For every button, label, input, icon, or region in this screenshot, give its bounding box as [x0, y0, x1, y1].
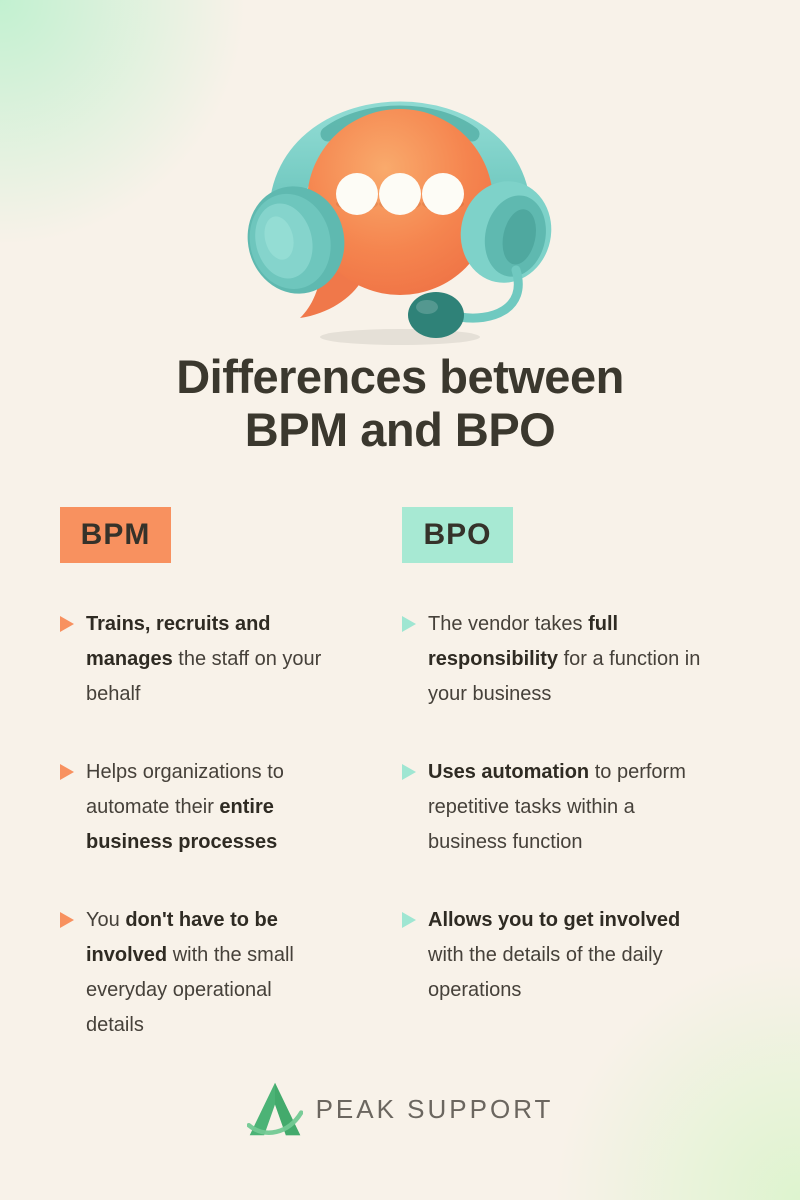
bullet-text: Allows you to get involved with the deta… — [428, 909, 681, 1001]
bpm-column: BPM Trains, recruits and manages the sta… — [60, 507, 325, 1043]
bullet-text: Trains, recruits and manages the staff o… — [86, 613, 322, 705]
peak-support-logo-icon — [246, 1082, 303, 1136]
logo-wordmark: PEAK SUPPORT — [315, 1093, 554, 1124]
left-ear-cup — [247, 186, 345, 294]
bullet-item: Trains, recruits and manages the staff o… — [60, 607, 325, 712]
bullet-item: Allows you to get involved with the deta… — [402, 903, 714, 1008]
footer-logo: PEAK SUPPORT — [0, 1074, 800, 1144]
title-line-1: Differences between — [176, 350, 624, 403]
ground-shadow — [320, 329, 480, 345]
triangle-bullet-icon — [402, 912, 416, 928]
bullet-item: Uses automation to perform repetitive ta… — [402, 755, 714, 860]
bullet-text: You don't have to be involved with the s… — [86, 909, 294, 1036]
triangle-bullet-icon — [60, 764, 74, 780]
bullet-item: Helps organizations to automate their en… — [60, 755, 325, 860]
bullet-item: You don't have to be involved with the s… — [60, 903, 325, 1043]
page-title: Differences between BPM and BPO — [0, 350, 800, 456]
bpo-bullet-list: The vendor takes full responsibility for… — [402, 607, 714, 1008]
microphone-icon — [408, 292, 464, 338]
bpm-badge: BPM — [60, 507, 171, 563]
bullet-text: The vendor takes full responsibility for… — [428, 613, 701, 705]
bullet-text: Helps organizations to automate their en… — [86, 761, 284, 853]
headset-chat-illustration — [228, 44, 572, 348]
title-line-2: BPM and BPO — [244, 403, 556, 456]
ellipsis-dots-icon — [336, 173, 464, 215]
bpm-bullet-list: Trains, recruits and manages the staff o… — [60, 607, 325, 1043]
right-ear-cup — [460, 181, 552, 283]
bullet-item: The vendor takes full responsibility for… — [402, 607, 714, 712]
bpo-column: BPO The vendor takes full responsibility… — [402, 507, 714, 1008]
headset-icon — [247, 101, 552, 345]
mic-boom — [455, 265, 523, 323]
bullet-text: Uses automation to perform repetitive ta… — [428, 761, 686, 853]
triangle-bullet-icon — [402, 616, 416, 632]
triangle-bullet-icon — [402, 764, 416, 780]
triangle-bullet-icon — [60, 912, 74, 928]
bpo-badge: BPO — [402, 507, 513, 563]
triangle-bullet-icon — [60, 616, 74, 632]
